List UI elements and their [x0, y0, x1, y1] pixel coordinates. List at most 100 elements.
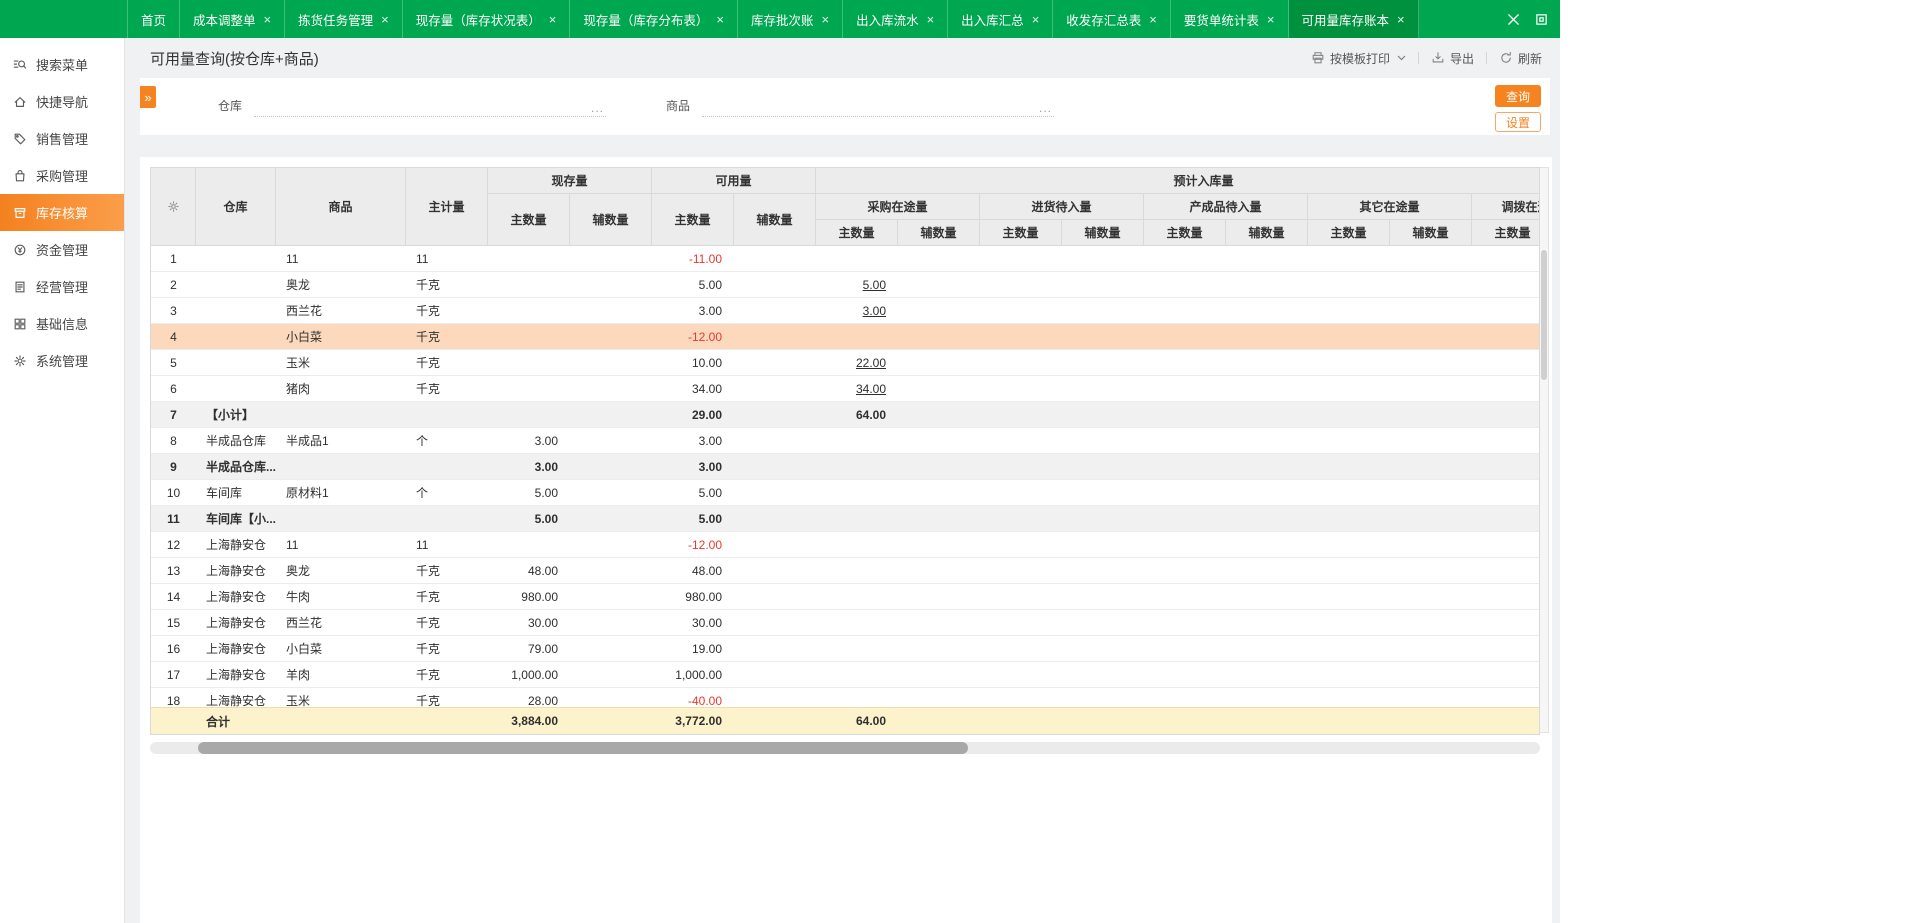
table-row[interactable]: 16 上海静安仓 小白菜 千克 79.00 19.00 [151, 636, 1539, 662]
header-unit[interactable]: 主计量 [406, 168, 488, 246]
query-button[interactable]: 查询 [1495, 85, 1541, 107]
cell-incoming-main [980, 454, 1062, 479]
refresh-button[interactable]: 刷新 [1499, 50, 1542, 67]
sidebar-item-purchase[interactable]: 采购管理 [0, 157, 124, 194]
tab-inout-summary[interactable]: 出入库汇总 × [948, 0, 1054, 38]
cell-stock-aux [570, 246, 652, 271]
tab-receipt-dispatch-summary[interactable]: 收发存汇总表 × [1053, 0, 1171, 38]
cell-finished-aux [1226, 532, 1308, 557]
cell-incoming-aux [1062, 376, 1144, 401]
table-row[interactable]: 8 半成品仓库 半成品1 个 3.00 3.00 [151, 428, 1539, 454]
table-row[interactable]: 6 猪肉 千克 34.00 34.00 [151, 376, 1539, 402]
header-available-aux[interactable]: 辅数量 [734, 194, 816, 246]
table-row[interactable]: 17 上海静安仓 羊肉 千克 1,000.00 1,000.00 [151, 662, 1539, 688]
tab-stock-status[interactable]: 现存量（库存状况表） × [403, 0, 571, 38]
cell-stock-main: 3.00 [534, 433, 558, 448]
table-row[interactable]: 4 小白菜 千克 -12.00 [151, 324, 1539, 350]
cell-purchase-aux [898, 584, 980, 609]
cell-purchase-transit-main[interactable]: 34.00 [855, 381, 886, 396]
table-row[interactable]: 9 半成品仓库... 3.00 3.00 [151, 454, 1539, 480]
sidebar-item-search-menu[interactable]: 搜索菜单 [0, 46, 124, 83]
tab-close-icon[interactable]: × [821, 11, 830, 27]
warehouse-input[interactable]: ... [254, 97, 607, 117]
tab-demand-order-stats[interactable]: 要货单统计表 × [1171, 0, 1289, 38]
tab-close-icon[interactable]: × [381, 11, 389, 27]
sidebar-item-inventory[interactable]: 库存核算 [0, 194, 124, 231]
tab-home[interactable]: 首页 [127, 0, 181, 38]
tab-close-icon[interactable]: × [1266, 11, 1275, 27]
table-row[interactable]: 5 玉米 千克 10.00 22.00 [151, 350, 1539, 376]
table-zone: 仓库 商品 主计量 现存量 主数量 辅数量 [150, 167, 1552, 735]
cell-unit: 千克 [416, 382, 441, 396]
tab-available-stock-ledger[interactable]: 可用量库存账本 × [1288, 0, 1419, 38]
grid-icon [13, 317, 27, 331]
export-button[interactable]: 导出 [1431, 50, 1474, 67]
table-row[interactable]: 18 上海静安仓 玉米 千克 28.00 -40.00 [151, 688, 1539, 707]
cell-finished-main [1144, 662, 1226, 687]
sidebar: 搜索菜单 快捷导航 销售管理 采购管理 库存核算 资金管理 经营管理 基础信息 系统管理 [0, 38, 125, 923]
tab-inout-flow[interactable]: 出入库流水 × [843, 0, 949, 38]
column-settings-icon[interactable] [151, 168, 196, 246]
cell-stock-aux [570, 428, 652, 453]
warehouse-label: 仓库 [218, 98, 243, 113]
cell-available-main: 5.00 [698, 485, 722, 500]
goods-picker-button[interactable]: ... [1039, 100, 1053, 115]
goods-input[interactable]: ... [702, 97, 1055, 117]
sidebar-item-base-info[interactable]: 基础信息 [0, 305, 124, 342]
maximize-icon[interactable] [1535, 13, 1548, 26]
header-stock-aux[interactable]: 辅数量 [570, 194, 652, 246]
tab-close-icon[interactable]: × [548, 11, 557, 27]
app-window: 首页 成本调整单 × 拣货任务管理 × 现存量（库存状况表） × 现存量（库存分布表） × 库存批… [0, 0, 1560, 923]
horizontal-scrollbar-thumb[interactable] [198, 742, 968, 754]
table-row[interactable]: 13 上海静安仓 奥龙 千克 48.00 48.00 [151, 558, 1539, 584]
cell-purchase-transit-main[interactable]: 3.00 [862, 303, 886, 318]
cell-purchase-transit-main[interactable]: 5.00 [862, 277, 886, 292]
warehouse-picker-button[interactable]: ... [591, 100, 605, 115]
table-row[interactable]: 14 上海静安仓 牛肉 千克 980.00 980.00 [151, 584, 1539, 610]
table-row[interactable]: 11 车间库【小... 5.00 5.00 [151, 506, 1539, 532]
table-row[interactable]: 2 奥龙 千克 5.00 5.00 [151, 272, 1539, 298]
table-row[interactable]: 10 车间库 原材料1 个 5.00 5.00 [151, 480, 1539, 506]
cell-stock-aux [570, 324, 652, 349]
header-stock-main[interactable]: 主数量 [488, 194, 570, 246]
cell-finished-aux [1226, 454, 1308, 479]
cell-unit: 千克 [416, 642, 441, 656]
row-number: 16 [166, 641, 181, 656]
tab-stock-batch[interactable]: 库存批次账 × [738, 0, 844, 38]
sidebar-item-system[interactable]: 系统管理 [0, 342, 124, 379]
table-row[interactable]: 15 上海静安仓 西兰花 千克 30.00 30.00 [151, 610, 1539, 636]
tab-label: 现存量（库存分布表） [583, 13, 709, 28]
tab-cost-adjust[interactable]: 成本调整单 × [180, 0, 286, 38]
table-row[interactable]: 12 上海静安仓 11 11 -12.00 [151, 532, 1539, 558]
print-by-template-button[interactable]: 按模板打印 [1311, 50, 1406, 67]
cell-incoming-main [980, 688, 1062, 707]
cell-stock-main: 5.00 [534, 485, 558, 500]
sidebar-item-sales[interactable]: 销售管理 [0, 120, 124, 157]
cell-purchase-transit-main[interactable]: 22.00 [855, 355, 886, 370]
sidebar-item-funds[interactable]: 资金管理 [0, 231, 124, 268]
tab-picking-task[interactable]: 拣货任务管理 × [285, 0, 403, 38]
sidebar-item-quick-nav[interactable]: 快捷导航 [0, 83, 124, 120]
table-row[interactable]: 7 【小计】 29.00 64.00 [151, 402, 1539, 428]
tab-close-icon[interactable]: × [263, 11, 272, 27]
vertical-scrollbar[interactable] [1540, 167, 1549, 733]
tab-close-icon[interactable]: × [1397, 11, 1405, 27]
tab-close-icon[interactable]: × [926, 11, 935, 27]
cell-finished-main [1144, 454, 1226, 479]
header-goods[interactable]: 商品 [276, 168, 406, 246]
tab-close-icon[interactable]: × [1149, 11, 1157, 27]
settings-button[interactable]: 设置 [1495, 112, 1541, 132]
close-window-icon[interactable] [1507, 13, 1520, 26]
tab-close-icon[interactable]: × [1031, 11, 1040, 27]
table-row[interactable]: 1 11 11 -11.00 [151, 246, 1539, 272]
vertical-scrollbar-thumb[interactable] [1541, 250, 1547, 380]
cell-available-main: -11.00 [688, 251, 722, 266]
tab-close-icon[interactable]: × [716, 11, 724, 27]
tab-stock-distribution[interactable]: 现存量（库存分布表） × [570, 0, 738, 38]
table-row[interactable]: 3 西兰花 千克 3.00 3.00 [151, 298, 1539, 324]
expand-filter-button[interactable]: » [140, 86, 156, 108]
header-warehouse[interactable]: 仓库 [196, 168, 276, 246]
horizontal-scrollbar[interactable] [150, 742, 1540, 754]
sidebar-item-operations[interactable]: 经营管理 [0, 268, 124, 305]
header-available-main[interactable]: 主数量 [652, 194, 734, 246]
